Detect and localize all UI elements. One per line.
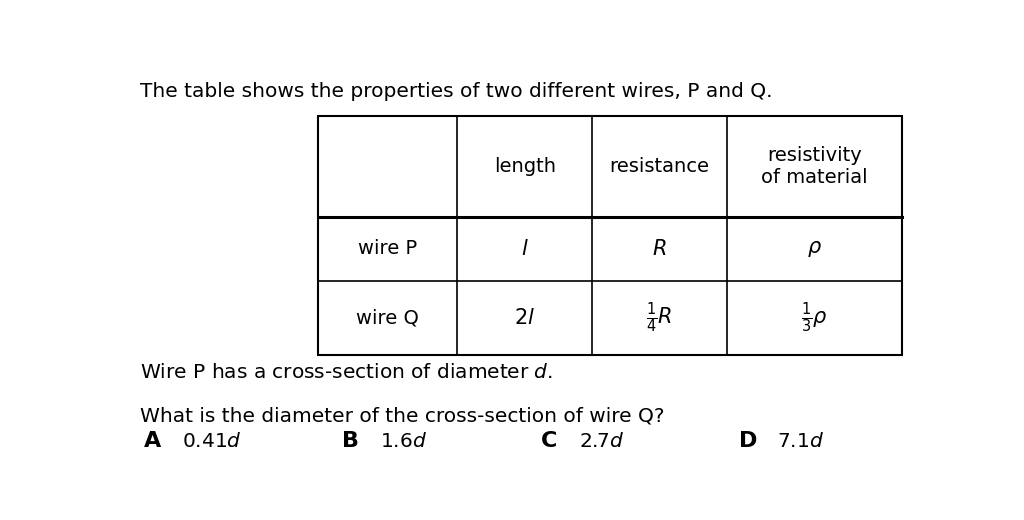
Text: The table shows the properties of two different wires, P and Q.: The table shows the properties of two di…	[140, 82, 772, 101]
Text: resistance: resistance	[609, 157, 710, 176]
Text: 7.1$\mathit{d}$: 7.1$\mathit{d}$	[777, 432, 824, 451]
Text: C: C	[541, 431, 557, 451]
Text: What is the diameter of the cross-section of wire Q?: What is the diameter of the cross-sectio…	[140, 407, 665, 426]
Text: D: D	[739, 431, 758, 451]
Text: wire P: wire P	[358, 239, 418, 258]
Text: wire Q: wire Q	[356, 308, 420, 327]
Text: Wire P has a cross-section of diameter $\mathit{d}$.: Wire P has a cross-section of diameter $…	[140, 363, 553, 382]
Text: $\frac{1}{4}R$: $\frac{1}{4}R$	[646, 301, 673, 335]
Bar	[318, 116, 902, 355]
Text: 1.6$\mathit{d}$: 1.6$\mathit{d}$	[380, 432, 427, 451]
Text: 0.41$\mathit{d}$: 0.41$\mathit{d}$	[182, 432, 242, 451]
Text: length: length	[494, 157, 556, 176]
Text: B: B	[342, 431, 359, 451]
Text: A: A	[143, 431, 161, 451]
Text: $\rho$: $\rho$	[807, 239, 822, 258]
Text: 2.7$\mathit{d}$: 2.7$\mathit{d}$	[579, 432, 625, 451]
Text: $2\mathit{l}$: $2\mathit{l}$	[514, 308, 536, 328]
Text: resistivity
of material: resistivity of material	[761, 146, 867, 187]
Text: $\frac{1}{3}\rho$: $\frac{1}{3}\rho$	[801, 301, 828, 335]
Text: $R$: $R$	[652, 239, 667, 258]
Text: $\mathit{l}$: $\mathit{l}$	[521, 239, 528, 258]
